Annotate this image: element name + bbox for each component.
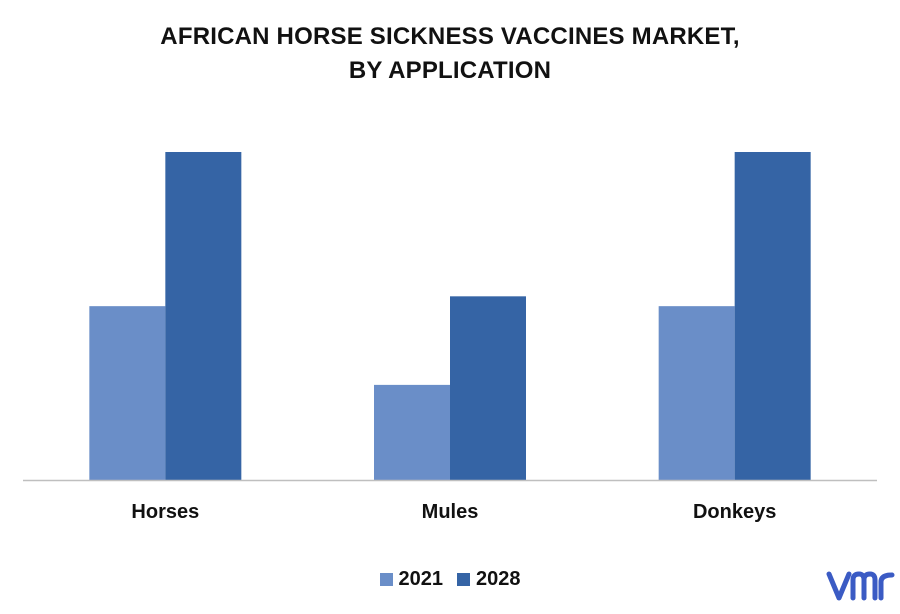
bar-mules-2021 — [374, 384, 450, 480]
category-labels: Horses Mules Donkeys — [131, 501, 776, 523]
legend-item-2028: 2028 — [457, 568, 521, 591]
legend-label-2028: 2028 — [476, 568, 521, 590]
vmr-logo — [826, 571, 895, 601]
bar-mules-2028 — [450, 296, 526, 480]
bars-group — [89, 152, 811, 480]
chart-title-line-1: AFRICAN HORSE SICKNESS VACCINES MARKET, — [160, 23, 740, 50]
legend-swatch-2028 — [457, 573, 470, 586]
legend-swatch-2021 — [379, 573, 393, 586]
chart-title-line-2: BY APPLICATION — [348, 57, 552, 84]
bar-horses-2021 — [89, 306, 166, 480]
bar-horses-2028 — [165, 152, 242, 480]
bar-donkeys-2021 — [658, 306, 735, 480]
chart-title: AFRICAN HORSE SICKNESS VACCINES MARKET, … — [0, 20, 900, 88]
category-label-horses: Horses — [131, 501, 199, 523]
category-label-mules: Mules — [422, 501, 479, 523]
legend-item-2021: 2021 — [379, 568, 444, 591]
bar-donkeys-2028 — [734, 152, 811, 480]
bar-chart-plot: Horses Mules Donkeys — [23, 152, 877, 523]
legend-label-2021: 2021 — [398, 568, 444, 590]
category-label-donkeys: Donkeys — [693, 501, 776, 523]
legend: 2021 2028 — [0, 568, 900, 591]
